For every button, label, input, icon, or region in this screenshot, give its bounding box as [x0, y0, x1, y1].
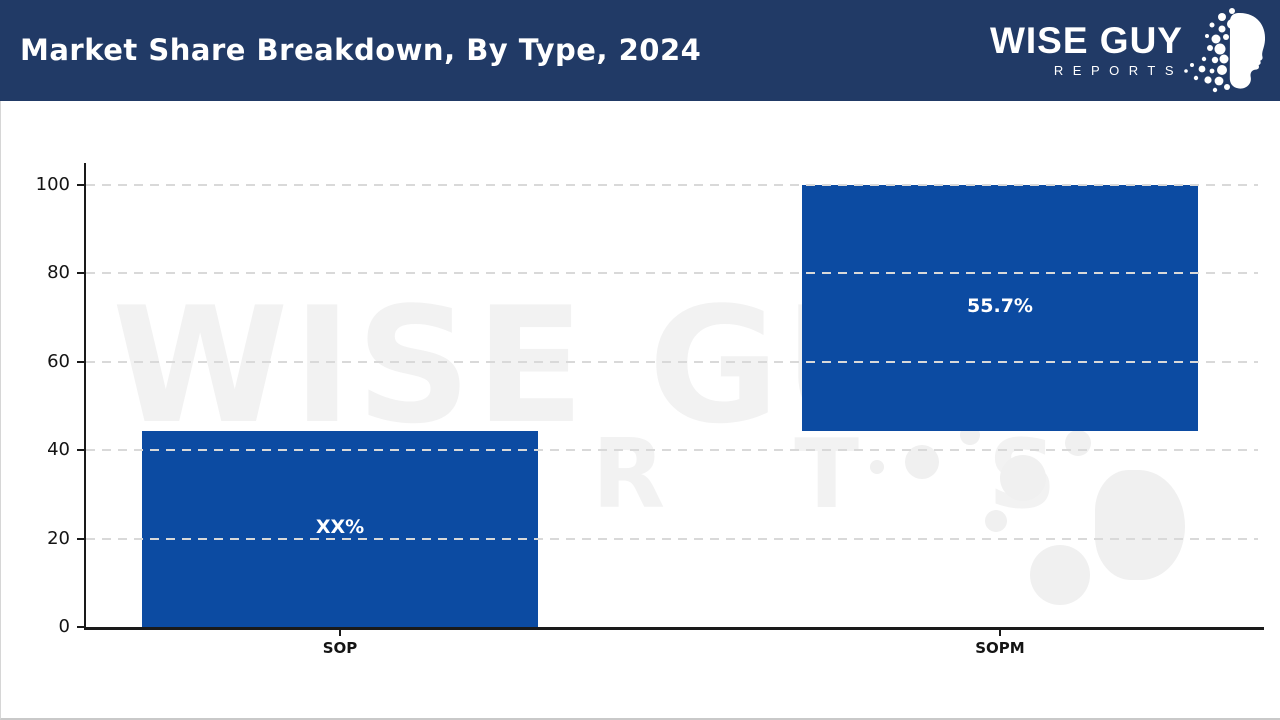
gridline-20: [86, 537, 1258, 540]
x-axis-line: [84, 627, 1264, 630]
y-tick-mark: [77, 626, 85, 628]
x-tick-label-sop: SOP: [322, 639, 358, 657]
logo-text: WISE GUY REPORTS: [989, 20, 1183, 79]
y-tick-mark: [77, 537, 85, 540]
y-tick-mark: [77, 360, 85, 363]
watermark-text-line1: WISE GU: [112, 272, 918, 459]
bar-value-label: XX%: [315, 516, 365, 539]
gridline-80: [86, 272, 1258, 275]
page-title: Market Share Breakdown, By Type, 2024: [20, 33, 702, 67]
y-tick-mark: [77, 184, 85, 186]
wiseguy-logo: WISE GUY REPORTS: [990, 0, 1268, 101]
x-tick-label-sopm: SOPM: [975, 639, 1025, 657]
logo-face-icon: [1184, 8, 1266, 93]
x-tick-mark: [339, 630, 341, 636]
y-tick-label-100: 100: [35, 174, 70, 195]
bar-sop: XX%: [142, 431, 538, 627]
header-bar: Market Share Breakdown, By Type, 2024 WI…: [0, 0, 1280, 101]
x-tick-mark: [999, 630, 1001, 636]
y-tick-label-20: 20: [47, 527, 70, 549]
bar-value-label: 55.7%: [967, 295, 1033, 318]
bar-sopm: 55.7%: [802, 185, 1198, 432]
logo-wordmark: WISE GUY: [989, 20, 1183, 61]
y-tick-label-80: 80: [47, 262, 70, 284]
y-tick-label-0: 0: [58, 616, 70, 637]
y-tick-label-60: 60: [47, 350, 70, 372]
y-tick-label-40: 40: [47, 439, 70, 461]
gridline-60: [86, 360, 1258, 363]
gridline-100: [86, 184, 1258, 186]
y-axis-line: [84, 163, 86, 629]
logo-subtitle: REPORTS: [1053, 63, 1183, 78]
y-tick-mark: [77, 449, 85, 452]
gridline-40: [86, 449, 1258, 452]
y-tick-mark: [77, 272, 85, 275]
